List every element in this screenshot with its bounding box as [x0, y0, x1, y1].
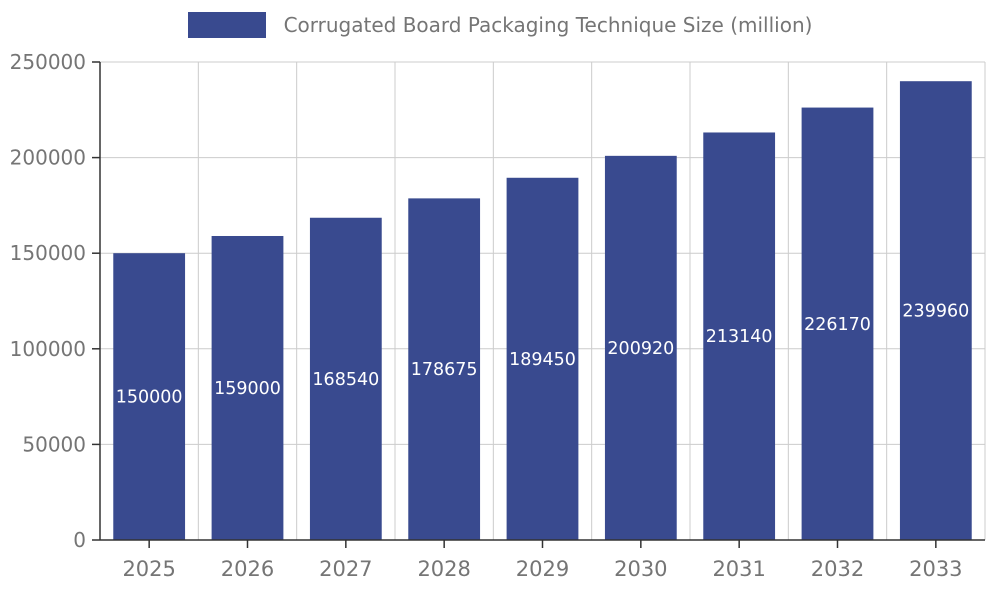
bar-2033: [899, 81, 972, 541]
bar-value-label: 200920: [607, 339, 674, 359]
y-tick-label: 0: [73, 528, 86, 552]
bar-value-label: 213140: [706, 327, 773, 347]
legend-swatch: [187, 12, 266, 38]
y-tick-label: 50000: [22, 432, 86, 456]
bar-2031: [703, 132, 776, 540]
y-tick-label: 250000: [10, 50, 86, 74]
legend-label: Corrugated Board Packaging Technique Siz…: [283, 13, 813, 37]
x-tick-label: 2025: [122, 557, 175, 581]
y-tick-label: 100000: [10, 337, 86, 361]
x-tick-label: 2028: [417, 557, 470, 581]
x-tick-label: 2032: [811, 557, 864, 581]
x-tick-label: 2027: [319, 557, 372, 581]
bar-value-label: 189450: [509, 350, 576, 370]
x-tick-label: 2031: [712, 557, 765, 581]
x-tick-label: 2026: [221, 557, 274, 581]
bar-2026: [211, 235, 284, 540]
y-tick-label: 150000: [10, 241, 86, 265]
x-tick-label: 2029: [516, 557, 569, 581]
bar-2028: [408, 198, 481, 540]
bar-value-label: 226170: [804, 315, 871, 335]
bar-2027: [309, 217, 382, 540]
legend: Corrugated Board Packaging Technique Siz…: [0, 12, 1000, 38]
bar-2029: [506, 177, 579, 540]
y-tick-label: 200000: [10, 146, 86, 170]
bar-2025: [113, 253, 186, 540]
bar-value-label: 150000: [116, 388, 183, 408]
bar-2030: [604, 155, 677, 541]
bar-value-label: 239960: [902, 302, 969, 322]
bar-2032: [801, 107, 874, 540]
x-tick-label: 2030: [614, 557, 667, 581]
bar-value-label: 159000: [214, 379, 281, 399]
x-tick-label: 2033: [909, 557, 962, 581]
bar-value-label: 168540: [312, 370, 379, 390]
bar-value-label: 178675: [411, 360, 478, 380]
